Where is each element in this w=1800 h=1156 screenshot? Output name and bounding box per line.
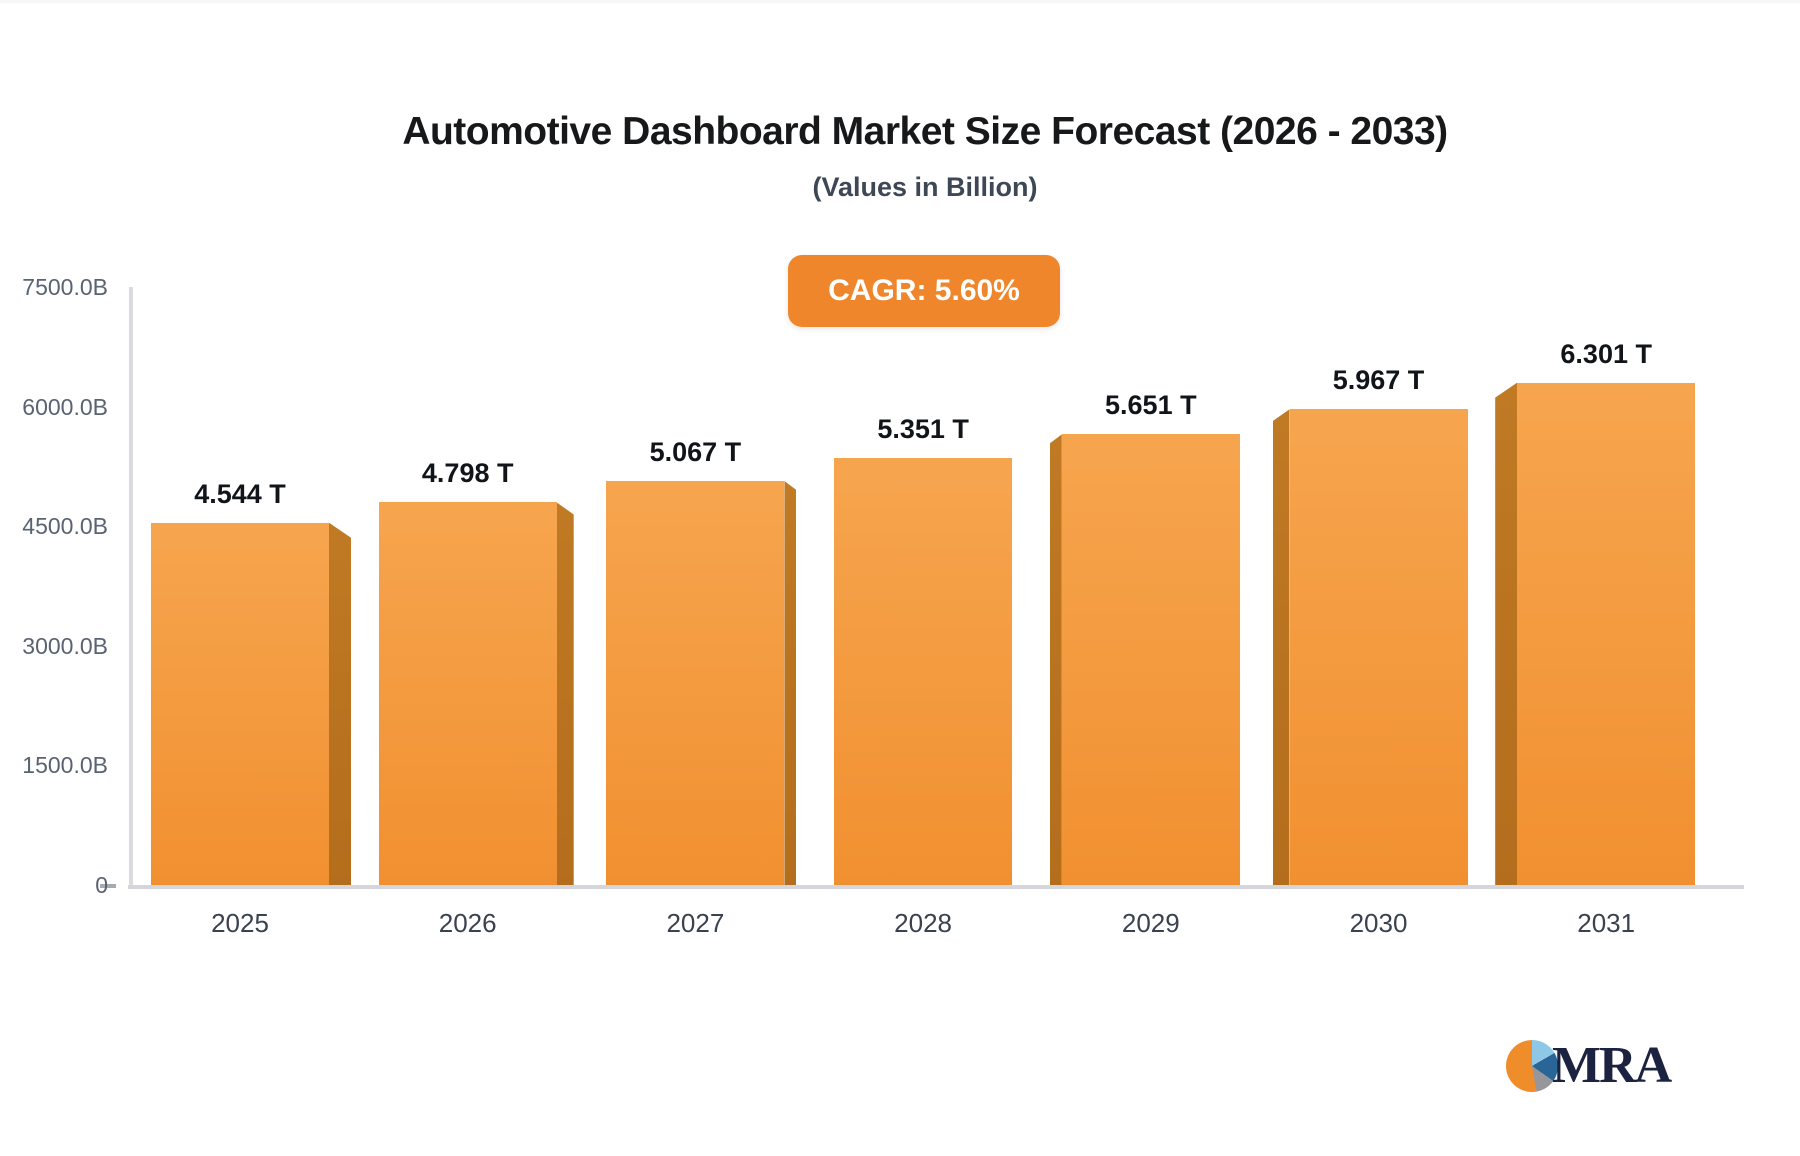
bar-2027: [606, 480, 785, 887]
bar-3d-side-2031: [1495, 382, 1518, 887]
bar-value-label: 6.301 T: [1560, 338, 1652, 369]
x-tick-label: 2029: [1121, 908, 1180, 938]
chart-header: Automotive Dashboard Market Size Forecas…: [0, 0, 1800, 203]
bar-value-label: 5.967 T: [1332, 365, 1425, 396]
bar-3d-side-2027: [784, 480, 797, 887]
y-tick-label: 3000.0B: [22, 632, 108, 659]
bar-value-label: 4.544 T: [194, 478, 286, 509]
y-tick-label: 0: [95, 872, 108, 898]
x-tick-label: 2025: [211, 908, 269, 938]
x-tick-label: 2028: [894, 908, 953, 938]
bar-value-label: 4.798 T: [421, 458, 514, 489]
bar-2026: [378, 502, 557, 887]
y-axis-zero-tick: [100, 884, 116, 888]
y-tick-label: 6000.0B: [22, 393, 108, 420]
y-tick-label: 1500.0B: [22, 752, 108, 779]
mra-logo: MRA: [1506, 1037, 1672, 1094]
y-tick-label: 7500.0B: [22, 274, 108, 300]
bar-2030: [1289, 409, 1468, 887]
bar-value-label: 5.351 T: [877, 414, 969, 445]
chart-subtitle: (Values in Billion): [812, 172, 1038, 202]
x-tick-label: 2027: [666, 908, 725, 938]
bar-2028: [834, 458, 1013, 887]
bar-3d-side-2030: [1272, 409, 1290, 887]
bar-2029: [1061, 434, 1240, 887]
bar-value-label: 5.067 T: [649, 436, 742, 467]
bar-value-label: 5.651 T: [1105, 390, 1197, 421]
bar-3d-side-2026: [556, 502, 574, 887]
bar-2025: [151, 522, 329, 887]
y-tick-label: 4500.0B: [22, 513, 108, 540]
x-tick-label: 2031: [1577, 908, 1636, 938]
bar-2031: [1517, 382, 1696, 887]
x-tick-label: 2030: [1349, 908, 1408, 938]
top-border-strip: [0, 0, 1800, 3]
mra-logo-wordmark: MRA: [1552, 1037, 1672, 1094]
cagr-badge: CAGR: 5.60%: [788, 255, 1060, 327]
y-axis-line: [129, 287, 133, 885]
x-tick-label: 2026: [438, 908, 497, 938]
x-axis-line: [128, 885, 1744, 889]
bar-3d-side-2025: [329, 522, 351, 887]
chart-title: Automotive Dashboard Market Size Forecas…: [402, 110, 1448, 153]
mra-pie-chart-icon: [1506, 1040, 1558, 1092]
bar-3d-side-2029: [1049, 434, 1062, 887]
